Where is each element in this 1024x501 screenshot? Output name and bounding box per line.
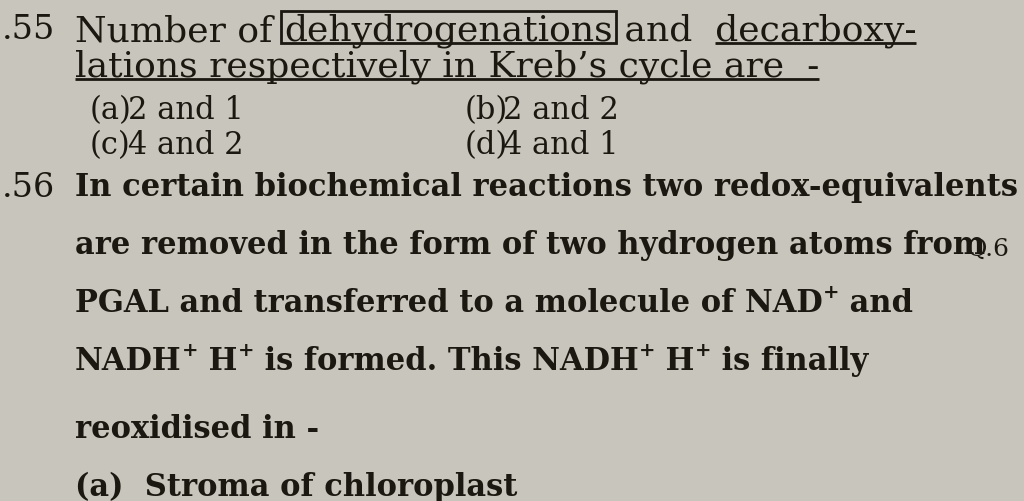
Text: lations respectively in Kreb’s cycle are  -: lations respectively in Kreb’s cycle are… [75, 50, 819, 84]
Text: (d): (d) [465, 130, 508, 161]
Text: (b): (b) [465, 95, 508, 126]
Text: +: + [822, 284, 840, 302]
Text: H: H [198, 345, 238, 376]
Text: +: + [694, 341, 711, 359]
Text: +: + [181, 341, 198, 359]
Text: 2 and 2: 2 and 2 [503, 95, 618, 126]
Text: and: and [840, 288, 913, 318]
Text: 2 and 1: 2 and 1 [128, 95, 244, 126]
Text: is finally: is finally [711, 345, 868, 376]
Text: are removed in the form of two hydrogen atoms from: are removed in the form of two hydrogen … [75, 229, 985, 261]
Text: In certain biochemical reactions two redox-equivalents: In certain biochemical reactions two red… [75, 172, 1018, 202]
Text: is formed. This NADH: is formed. This NADH [254, 345, 639, 376]
Text: .56: .56 [2, 172, 55, 203]
Text: PGAL and transferred to a molecule of NAD: PGAL and transferred to a molecule of NA… [75, 288, 822, 318]
Text: dehydrogenations: dehydrogenations [284, 14, 612, 49]
Text: reoxidised in -: reoxidised in - [75, 413, 319, 444]
Text: (a): (a) [90, 95, 132, 126]
Text: (c): (c) [90, 130, 131, 161]
Text: +: + [238, 341, 254, 359]
Text: .55: .55 [2, 14, 55, 46]
Text: and  decarboxy-: and decarboxy- [612, 14, 916, 49]
Text: (a)  Stroma of chloroplast: (a) Stroma of chloroplast [75, 471, 517, 501]
Text: Q.6: Q.6 [967, 237, 1010, 261]
Text: H: H [655, 345, 694, 376]
Text: Number of: Number of [75, 14, 284, 48]
Text: NADH: NADH [75, 345, 181, 376]
Text: 4 and 2: 4 and 2 [128, 130, 244, 161]
Text: 4 and 1: 4 and 1 [503, 130, 618, 161]
Text: +: + [639, 341, 655, 359]
